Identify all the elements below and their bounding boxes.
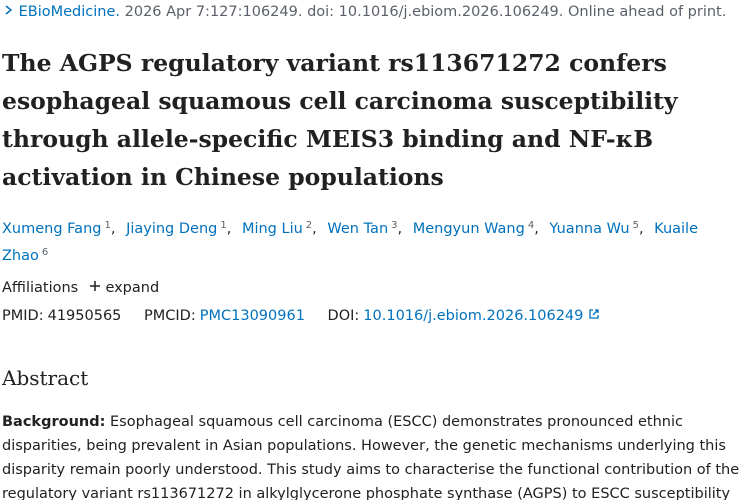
journal-link[interactable]: EBioMedicine. xyxy=(18,4,121,20)
affiliation-number[interactable]: 6 xyxy=(41,247,49,258)
background-text: Esophageal squamous cell carcinoma (ESCC… xyxy=(2,414,740,500)
expand-toggle[interactable]: expand xyxy=(89,280,159,296)
pmid: 41950565 xyxy=(47,308,122,324)
chevron-icon xyxy=(5,5,13,15)
author: Wen Tan 3, xyxy=(327,220,408,237)
abstract-text: Background: Esophageal squamous cell car… xyxy=(2,410,747,500)
author-separator: , xyxy=(110,221,116,237)
author: Yuanna Wu 5, xyxy=(549,220,649,237)
author-list: Xumeng Fang 1, Jiaying Deng 1, Ming Liu 2, … xyxy=(2,214,702,268)
author-separator: , xyxy=(638,221,644,237)
author: Kuaile Zhao 6 xyxy=(2,221,698,264)
affiliations: Affiliations expand xyxy=(2,280,159,296)
author-separator: , xyxy=(397,221,403,237)
affiliation-number[interactable]: 5 xyxy=(632,220,639,231)
author-link[interactable]: Wen Tan xyxy=(327,221,389,237)
author-separator: , xyxy=(226,221,232,237)
plus-icon xyxy=(89,281,100,291)
pmcid-label: PMCID: xyxy=(144,308,196,324)
affiliation-number[interactable]: 4 xyxy=(527,220,535,231)
background-label: Background: xyxy=(2,414,106,430)
affiliation-number[interactable]: 1 xyxy=(220,220,227,231)
affiliations-label: Affiliations xyxy=(2,280,79,296)
author-link[interactable]: Xumeng Fang xyxy=(2,221,102,237)
external-link-icon xyxy=(589,309,599,319)
affiliation-number[interactable]: 2 xyxy=(305,220,313,231)
author-link[interactable]: Kuaile Zhao xyxy=(2,221,699,264)
author-separator: , xyxy=(534,221,539,237)
article-title: The AGPS regulatory variant rs113671272 … xyxy=(2,49,678,191)
author: Mengyun Wang 4, xyxy=(412,220,545,237)
author-link[interactable]: Ming Liu xyxy=(241,221,303,237)
pmid-label: PMID: xyxy=(2,308,44,324)
doi-link[interactable]: 10.1016/j.ebiom.2026.106249 xyxy=(363,308,584,324)
author-link[interactable]: Jiaying Deng xyxy=(126,221,218,237)
affiliation-number[interactable]: 3 xyxy=(391,220,398,231)
citation: EBioMedicine. 2026 Apr 7:127:106249. doi… xyxy=(4,4,726,20)
author-link[interactable]: Mengyun Wang xyxy=(412,221,525,237)
author: Ming Liu 2, xyxy=(241,220,323,237)
citation-details: 2026 Apr 7:127:106249. doi: 10.1016/j.eb… xyxy=(124,4,727,20)
affiliation-number[interactable]: 1 xyxy=(104,220,111,231)
pmcid-link[interactable]: PMC13090961 xyxy=(199,308,305,324)
author: Jiaying Deng 1, xyxy=(126,220,237,237)
abstract-heading: Abstract xyxy=(2,366,89,390)
author-link[interactable]: Yuanna Wu xyxy=(549,221,630,237)
expand-text: expand xyxy=(105,280,160,296)
author-separator: , xyxy=(312,221,317,237)
doi-label: DOI: xyxy=(327,308,360,324)
identifiers: PMID: 41950565 PMCID: PMC13090961 DOI: 10.1… xyxy=(2,308,600,324)
author: Xumeng Fang 1, xyxy=(2,220,121,237)
